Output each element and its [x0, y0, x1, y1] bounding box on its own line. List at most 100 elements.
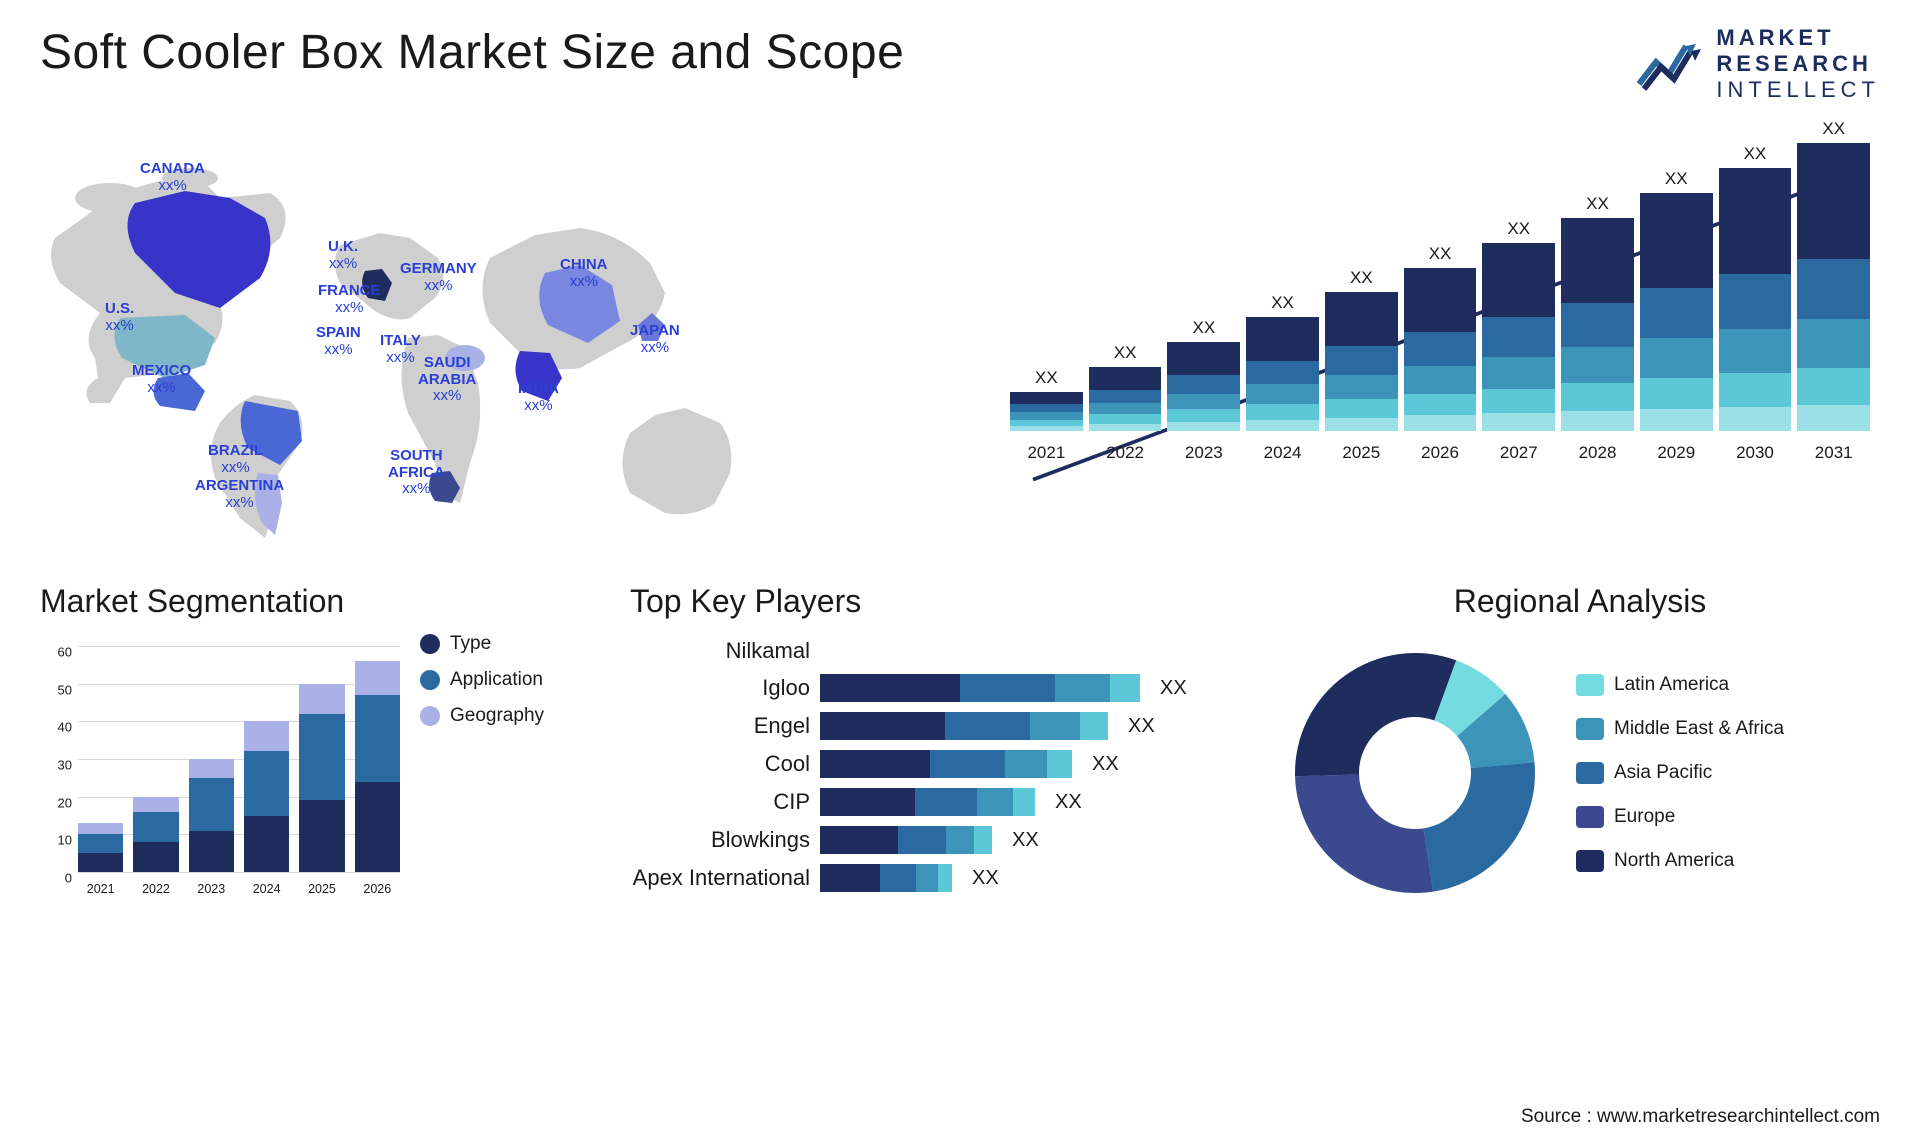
growth-bar-value: XX [1586, 194, 1609, 214]
growth-bar: XX2031 [1797, 119, 1870, 463]
legend-item: Middle East & Africa [1576, 718, 1784, 740]
segmentation-panel: Market Segmentation 0102030405060 202120… [40, 583, 600, 908]
seg-bar: 2021 [78, 823, 123, 872]
growth-bar-value: XX [1822, 119, 1845, 139]
growth-year-label: 2030 [1736, 443, 1774, 463]
seg-year-label: 2026 [216, 882, 538, 896]
map-label: SPAINxx% [316, 325, 361, 358]
player-bar-segment [977, 788, 1013, 816]
player-bar [820, 826, 992, 854]
growth-bar: XX2021 [1010, 368, 1083, 463]
legend-item: Geography [420, 705, 544, 727]
seg-ytick: 50 [58, 682, 72, 697]
growth-bar-segment [1797, 259, 1870, 319]
player-bar-segment [1055, 674, 1110, 702]
player-value: XX [972, 867, 999, 890]
growth-bar-segment [1404, 415, 1477, 431]
map-label: SAUDIARABIAxx% [418, 355, 476, 405]
players-title: Top Key Players [630, 583, 1250, 620]
growth-bar-segment [1325, 418, 1398, 431]
player-bar-segment [880, 864, 916, 892]
brand-logo: MARKET RESEARCH INTELLECT [1634, 25, 1880, 103]
growth-year-label: 2023 [1185, 443, 1223, 463]
seg-bar: 2022 [133, 797, 178, 872]
map-svg [40, 143, 960, 543]
player-bar-segment [930, 750, 1005, 778]
map-label: JAPANxx% [630, 323, 680, 356]
growth-year-label: 2021 [1027, 443, 1065, 463]
player-row: Apex International XX [630, 864, 1250, 892]
growth-bar-segment [1246, 384, 1319, 404]
growth-bar-value: XX [1114, 343, 1137, 363]
seg-bar-segment [133, 842, 178, 872]
growth-year-label: 2024 [1264, 443, 1302, 463]
legend-swatch-icon [1576, 762, 1604, 784]
growth-bar-value: XX [1507, 219, 1530, 239]
player-bar-segment [898, 826, 946, 854]
map-label: ARGENTINAxx% [195, 478, 284, 511]
seg-ytick: 40 [58, 720, 72, 735]
player-bar-segment [916, 864, 938, 892]
player-name: Igloo [630, 675, 810, 701]
growth-bar-value: XX [1429, 244, 1452, 264]
growth-bar-value: XX [1744, 144, 1767, 164]
seg-bar: 2026 [355, 661, 400, 872]
growth-bar-segment [1719, 407, 1792, 431]
growth-bar: XX2029 [1640, 169, 1713, 463]
growth-bar-segment [1561, 303, 1634, 347]
growth-bar: XX2022 [1089, 343, 1162, 463]
seg-bar-segment [78, 823, 123, 834]
map-label: GERMANYxx% [400, 261, 477, 294]
growth-bar-segment [1246, 420, 1319, 431]
seg-bar-segment [355, 695, 400, 782]
growth-bar-segment [1482, 357, 1555, 389]
donut-segment [1295, 653, 1456, 776]
seg-bar-segment [189, 759, 234, 778]
player-bar [820, 864, 952, 892]
growth-bar-segment [1640, 378, 1713, 409]
legend-swatch-icon [1576, 718, 1604, 740]
growth-bar-segment [1482, 243, 1555, 317]
legend-item: Asia Pacific [1576, 762, 1784, 784]
seg-bar-segment [78, 853, 123, 872]
legend-swatch-icon [420, 706, 440, 726]
growth-bar-segment [1561, 347, 1634, 383]
map-label: FRANCExx% [318, 283, 381, 316]
page-title: Soft Cooler Box Market Size and Scope [40, 25, 904, 80]
player-bar-segment [820, 788, 915, 816]
growth-bar-segment [1797, 319, 1870, 368]
legend-label: North America [1614, 850, 1734, 872]
growth-bar-segment [1482, 389, 1555, 414]
player-bar [820, 674, 1140, 702]
seg-bar-segment [355, 782, 400, 872]
legend-item: Application [420, 669, 544, 691]
legend-label: Type [450, 633, 491, 655]
legend-label: Asia Pacific [1614, 762, 1712, 784]
player-name: Apex International [630, 865, 810, 891]
source-attribution: Source : www.marketresearchintellect.com [1521, 1106, 1880, 1128]
player-bar-segment [915, 788, 977, 816]
growth-bar-segment [1167, 342, 1240, 375]
growth-bar: XX2024 [1246, 293, 1319, 463]
legend-label: Latin America [1614, 674, 1729, 696]
seg-ytick: 10 [58, 833, 72, 848]
growth-bar-segment [1246, 404, 1319, 420]
seg-bar-segment [355, 661, 400, 695]
growth-bar-segment [1325, 346, 1398, 375]
map-label: SOUTHAFRICAxx% [388, 448, 445, 498]
seg-gridline [78, 872, 400, 873]
seg-bar-segment [189, 778, 234, 831]
growth-bar-segment [1719, 274, 1792, 329]
player-bar-segment [1080, 712, 1108, 740]
player-row: CoolXX [630, 750, 1250, 778]
legend-swatch-icon [420, 634, 440, 654]
seg-bar-segment [133, 812, 178, 842]
player-name: Blowkings [630, 827, 810, 853]
seg-bar-segment [189, 831, 234, 872]
growth-bar-value: XX [1665, 169, 1688, 189]
segmentation-title: Market Segmentation [40, 583, 400, 620]
donut-segment [1424, 762, 1535, 891]
legend-swatch-icon [1576, 674, 1604, 696]
seg-bar-segment [299, 800, 344, 872]
legend-swatch-icon [1576, 806, 1604, 828]
